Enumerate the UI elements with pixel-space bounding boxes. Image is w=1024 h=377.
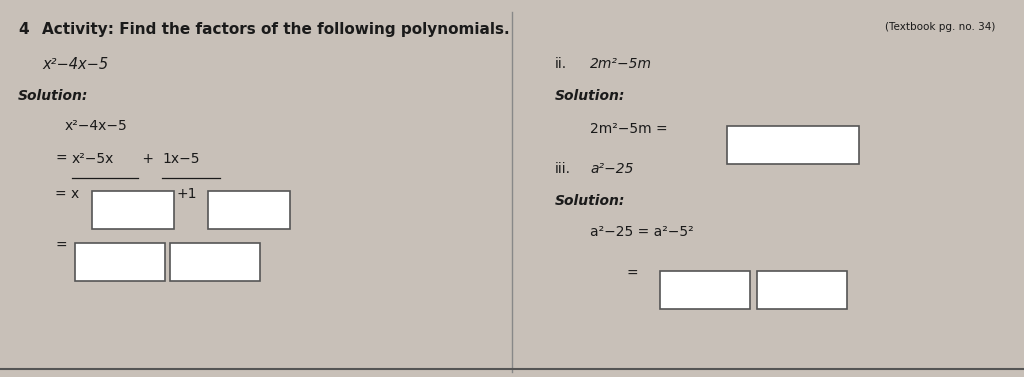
Text: x²−5x: x²−5x (72, 152, 115, 166)
Text: 4: 4 (18, 22, 29, 37)
Text: =: = (55, 152, 67, 166)
Text: a²−25: a²−25 (590, 162, 634, 176)
Text: Solution:: Solution: (555, 194, 626, 208)
Text: ii.: ii. (555, 57, 567, 71)
Text: x²−4x−5: x²−4x−5 (65, 119, 128, 133)
Text: =: = (627, 267, 639, 281)
Text: 1x−5: 1x−5 (162, 152, 200, 166)
Text: 2m²−5m: 2m²−5m (590, 57, 652, 71)
Text: iii.: iii. (555, 162, 571, 176)
FancyBboxPatch shape (727, 126, 859, 164)
Text: x²−4x−5: x²−4x−5 (42, 57, 109, 72)
Text: (Textbook pg. no. 34): (Textbook pg. no. 34) (885, 22, 995, 32)
FancyBboxPatch shape (92, 191, 174, 229)
Text: +1: +1 (176, 187, 197, 201)
FancyBboxPatch shape (208, 191, 290, 229)
FancyBboxPatch shape (660, 271, 750, 309)
Text: Solution:: Solution: (555, 89, 626, 103)
Text: 2m²−5m =: 2m²−5m = (590, 122, 668, 136)
Text: +: + (138, 152, 159, 166)
Text: Activity: Find the factors of the following polynomials.: Activity: Find the factors of the follow… (42, 22, 510, 37)
FancyBboxPatch shape (757, 271, 847, 309)
FancyBboxPatch shape (75, 243, 165, 281)
Text: =: = (55, 239, 67, 253)
Text: a²−25 = a²−5²: a²−25 = a²−5² (590, 225, 693, 239)
Text: Solution:: Solution: (18, 89, 88, 103)
FancyBboxPatch shape (170, 243, 260, 281)
Text: = x: = x (55, 187, 79, 201)
